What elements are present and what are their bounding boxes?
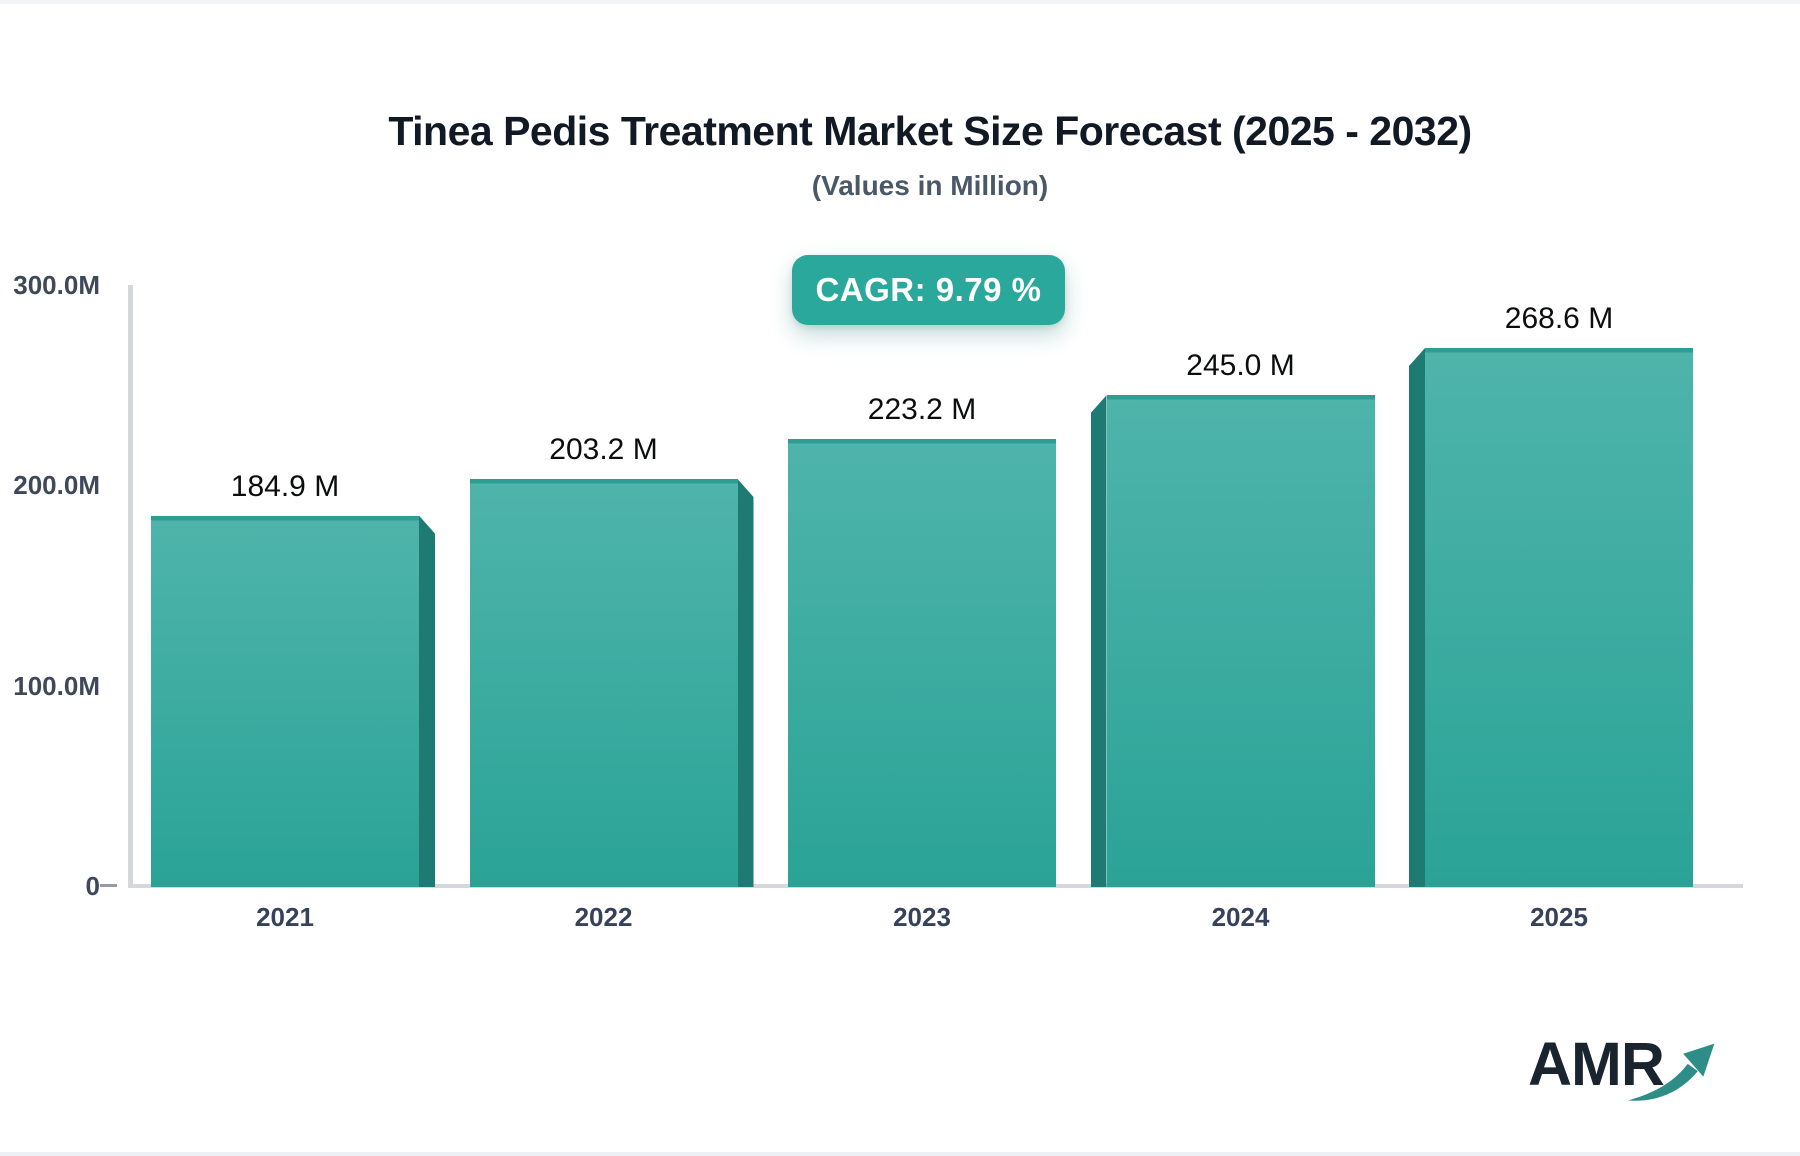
cagr-badge: CAGR: 9.79 %	[792, 255, 1065, 325]
bottom-edge-divider	[0, 1152, 1800, 1156]
bar-2025	[1425, 347, 1693, 887]
bar-2021	[151, 515, 419, 887]
bar-value-label-2021: 184.9 M	[230, 469, 340, 503]
y-tick-label: 300.0M	[13, 270, 100, 301]
y-tick-label: 200.0M	[13, 470, 100, 501]
bar-3d-side-2022	[737, 478, 754, 887]
bar-value-label-2023: 223.2 M	[867, 392, 977, 426]
bar-value-label-2025: 268.6 M	[1504, 301, 1614, 335]
y-axis-line	[128, 285, 133, 886]
bar-2023	[788, 438, 1056, 887]
x-tick-label-2021: 2021	[256, 902, 314, 932]
top-edge-divider	[0, 0, 1800, 4]
bar-3d-side-2025	[1409, 347, 1425, 887]
bar-2024	[1106, 395, 1375, 887]
growth-arrow-icon	[1628, 1043, 1715, 1101]
x-tick-label-2024: 2024	[1211, 902, 1270, 932]
amr-logo: AMR	[1528, 1034, 1718, 1114]
x-tick-label-2022: 2022	[574, 902, 633, 932]
bar-3d-side-2021	[419, 515, 435, 887]
bar-value-label-2024: 245.0 M	[1186, 349, 1295, 383]
bar-value-label-2022: 203.2 M	[549, 432, 658, 466]
chart-title: Tinea Pedis Treatment Market Size Foreca…	[388, 108, 1472, 154]
y-tick-label: 100.0M	[13, 670, 100, 701]
bar-2022	[469, 478, 738, 887]
cagr-badge-label: CAGR: 9.79 %	[815, 271, 1042, 308]
chart-subtitle: (Values in Million)	[811, 170, 1049, 201]
x-tick-label-2023: 2023	[893, 902, 951, 932]
y-tick-label: 0	[85, 871, 100, 901]
bar-3d-side-2024	[1090, 395, 1107, 887]
zero-tick-mark	[100, 884, 117, 887]
amr-logo-text: AMR	[1528, 1030, 1665, 1098]
x-tick-label-2025: 2025	[1530, 902, 1588, 932]
